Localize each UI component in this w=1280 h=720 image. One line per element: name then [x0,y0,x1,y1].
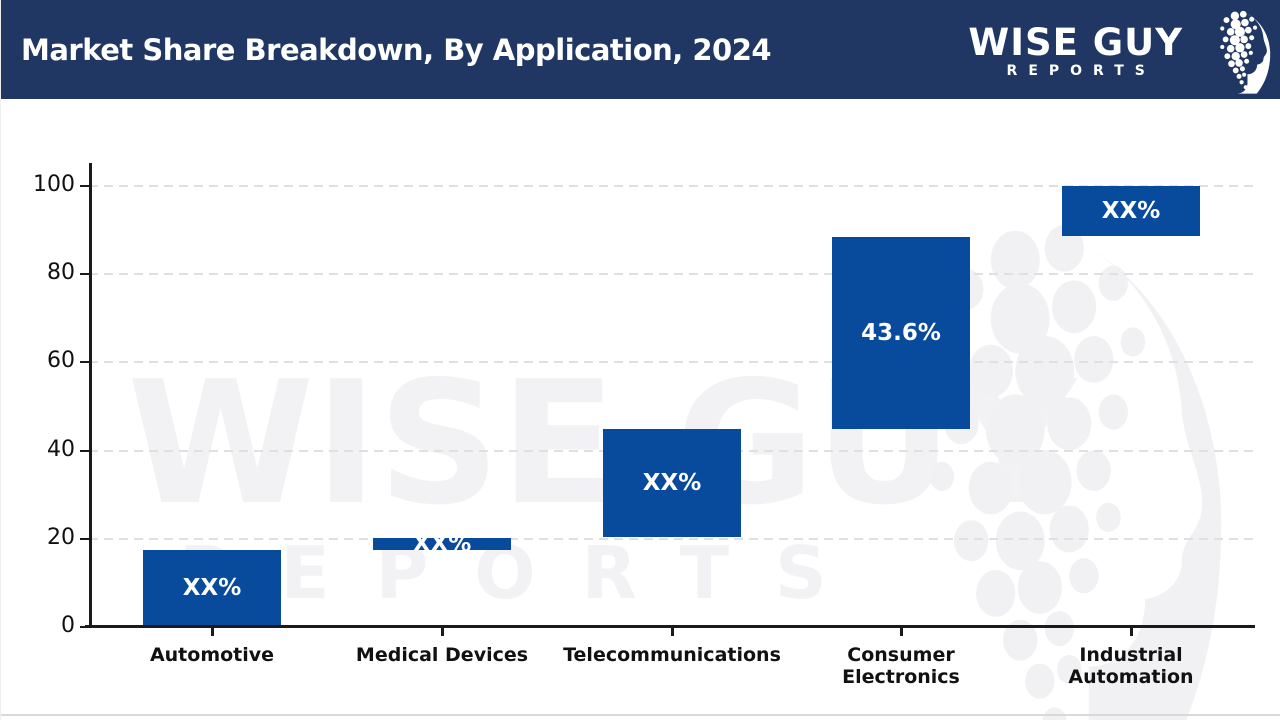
logo-wordmark: WISE GUY [968,21,1183,64]
x-axis-tick [1130,625,1133,636]
logo-subtitle: REPORTS [1006,63,1156,79]
bar-value-label: XX% [182,575,242,602]
x-axis-tick [900,625,903,636]
bottom-border-line [1,714,1280,716]
bar-value-label: XX% [412,531,472,558]
gridline [89,185,1257,187]
y-tick-label: 20 [47,524,75,550]
waterfall-chart: WISE GUY REPORTS 0 20 40 60 80 100 XX% XX% XX% 43… [1,99,1280,720]
x-tick-label: Automotive [149,644,275,666]
waterfall-bar: XX% [373,531,511,557]
x-tick-label: Consumer Electronics [842,644,960,688]
waterfall-bar: XX% [143,549,281,627]
y-tick-label: 80 [47,260,75,286]
waterfall-bar: 43.6% [832,236,970,429]
gridline [89,273,1257,276]
y-axis-tick [80,626,89,628]
header-bar: Market Share Breakdown, By Application, … [1,0,1280,99]
y-tick-label: 40 [47,436,75,462]
x-axis-tick [671,625,674,636]
bar-value-label: XX% [642,470,702,497]
y-tick-label: 0 [61,613,75,638]
x-tick-label: Industrial Automation [1068,644,1194,688]
waterfall-bar: XX% [1062,186,1200,237]
y-tick-label: 60 [47,348,75,374]
y-tick-label: 100 [33,172,75,197]
waterfall-bar: XX% [603,429,741,538]
logo-face-icon [1220,10,1271,94]
y-axis-tick [80,449,89,452]
y-axis-tick [80,537,89,540]
bar-value-label: 43.6% [861,319,941,346]
y-axis-tick [80,361,89,364]
y-axis-tick [80,273,89,276]
x-axis-tick [211,625,214,636]
bar-value-label: XX% [1101,198,1161,225]
y-axis-tick [80,185,89,187]
x-tick-label: Medical Devices [355,644,529,666]
brand-logo-text: WISE GUY REPORTS [968,24,1183,80]
gridline [89,361,1257,364]
x-tick-label: Telecommunications [563,644,781,666]
x-axis-tick [441,625,444,636]
gridline [89,537,1257,540]
brand-logo: WISE GUY REPORTS [968,8,1271,94]
page-title: Market Share Breakdown, By Application, … [21,32,772,67]
x-axis-line [85,625,1255,628]
y-axis-line [89,163,92,628]
